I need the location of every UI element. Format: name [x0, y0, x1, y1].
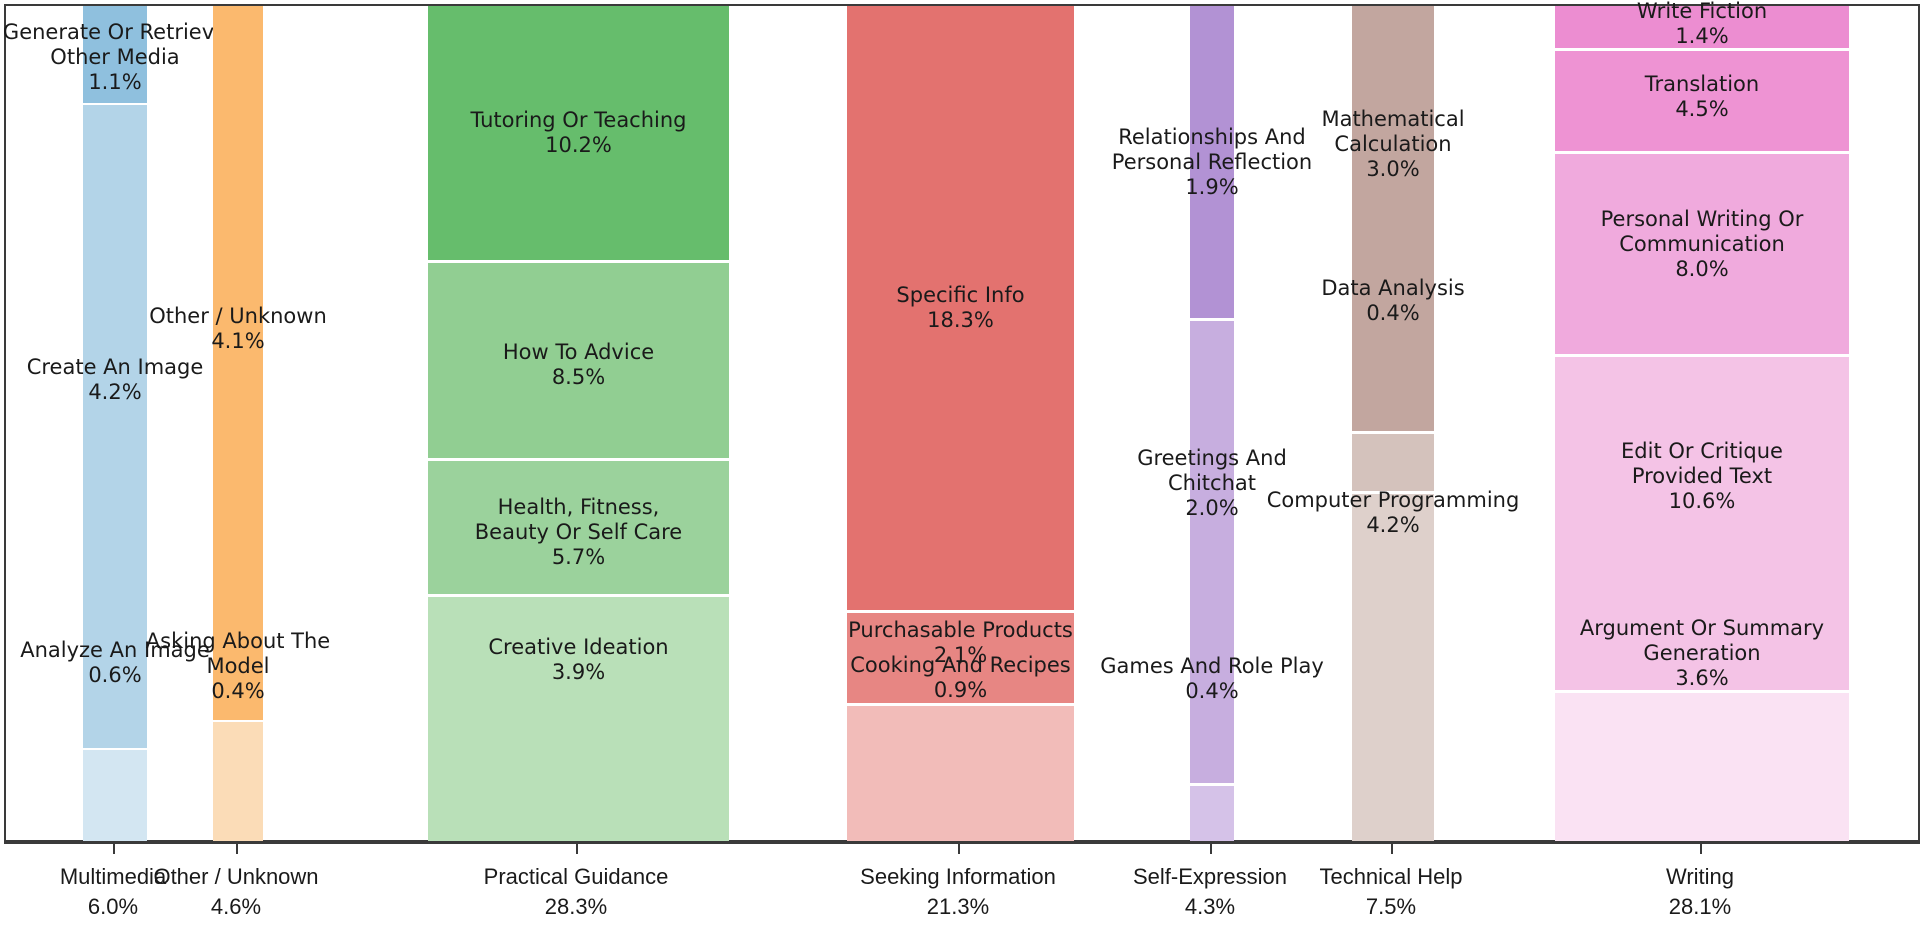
mosaic-segment[interactable] — [428, 461, 729, 594]
x-axis-label-writing: Writing 28.1% — [1666, 862, 1734, 921]
x-axis-label-practical-guidance: Practical Guidance 28.3% — [484, 862, 669, 921]
mosaic-segment[interactable] — [1555, 693, 1849, 843]
x-axis-tick-technical-help — [1391, 844, 1393, 854]
category-value: 28.3% — [544, 893, 608, 919]
mosaic-segment[interactable] — [847, 706, 1074, 843]
mosaic-column-other-unknown: Other / Unknown 4.1% Asking About The Model… — [146, 6, 330, 843]
mosaic-segment[interactable] — [1555, 51, 1849, 151]
mosaic-segment[interactable] — [428, 597, 729, 843]
mosaic-segment[interactable] — [1555, 6, 1849, 48]
x-axis-tick-practical-guidance — [576, 844, 578, 854]
x-axis-label-multimedia: Multimedia 6.0% — [60, 862, 166, 921]
mosaic-segment[interactable] — [428, 6, 729, 260]
category-name: Writing — [1665, 864, 1735, 889]
mosaic-segment[interactable] — [1352, 494, 1434, 843]
category-name: Practical Guidance — [483, 864, 669, 889]
x-axis-label-self-expression: Self-Expression 4.3% — [1133, 862, 1287, 921]
category-value: 28.1% — [1668, 893, 1732, 919]
mosaic-segment[interactable] — [213, 6, 263, 720]
x-axis-label-other-unknown: Other / Unknown 4.6% — [153, 862, 318, 921]
category-value: 21.3% — [926, 893, 990, 919]
category-name: Seeking Information — [860, 864, 1056, 889]
category-value: 7.5% — [1365, 893, 1417, 919]
mosaic-segment[interactable] — [847, 613, 1074, 703]
mosaic-segment[interactable] — [1190, 786, 1234, 843]
category-name: Multimedia — [59, 864, 167, 889]
mosaic-column-self-expression: Relationships And Personal Reflection 1.9%… — [1100, 6, 1324, 843]
mosaic-segment[interactable] — [1555, 357, 1849, 690]
x-axis-label-seeking-information: Seeking Information 21.3% — [860, 862, 1056, 921]
mosaic-segment[interactable] — [83, 6, 147, 103]
x-axis-line — [4, 841, 1920, 844]
x-axis-tick-multimedia — [113, 844, 115, 854]
category-name: Other / Unknown — [153, 864, 319, 889]
mosaic-segment[interactable] — [428, 263, 729, 458]
mosaic-segment[interactable] — [1190, 321, 1234, 783]
category-name: Technical Help — [1319, 864, 1463, 889]
mosaic-column-seeking-information: Specific Info 18.3% Purchasable Products 2.… — [847, 6, 1074, 843]
plot-area: Generate Or Retrieve Other Media 1.1% Creat… — [3, 0, 1920, 843]
x-axis-tick-other-unknown — [236, 844, 238, 854]
category-name: Self-Expression — [1132, 864, 1288, 889]
mosaic-column-technical-help: Mathematical Calculation 3.0% Data Analysis… — [1267, 6, 1519, 843]
x-axis-tick-seeking-information — [958, 844, 960, 854]
mosaic-segment[interactable] — [1555, 154, 1849, 354]
x-axis-tick-writing — [1700, 844, 1702, 854]
mosaic-segment[interactable] — [83, 750, 147, 843]
x-axis-tick-self-expression — [1210, 844, 1212, 854]
mosaic-column-writing: Write Fiction 1.4% Translation 4.5% Personal… — [1555, 0, 1849, 843]
mosaic-segment[interactable] — [1352, 6, 1434, 431]
mosaic-segment[interactable] — [1190, 6, 1234, 318]
mosaic-segment[interactable] — [83, 105, 147, 748]
category-value: 6.0% — [87, 893, 139, 919]
x-axis-label-technical-help: Technical Help 7.5% — [1319, 862, 1462, 921]
category-value: 4.6% — [210, 893, 262, 919]
mosaic-segment[interactable] — [1352, 434, 1434, 491]
category-value: 4.3% — [1184, 893, 1236, 919]
mosaic-segment[interactable] — [213, 722, 263, 843]
mosaic-segment[interactable] — [847, 6, 1074, 610]
mosaic-column-practical-guidance: Tutoring Or Teaching 10.2% How To Advice 8.… — [428, 6, 729, 843]
mosaic-column-multimedia: Generate Or Retrieve Other Media 1.1% Creat… — [3, 6, 227, 843]
